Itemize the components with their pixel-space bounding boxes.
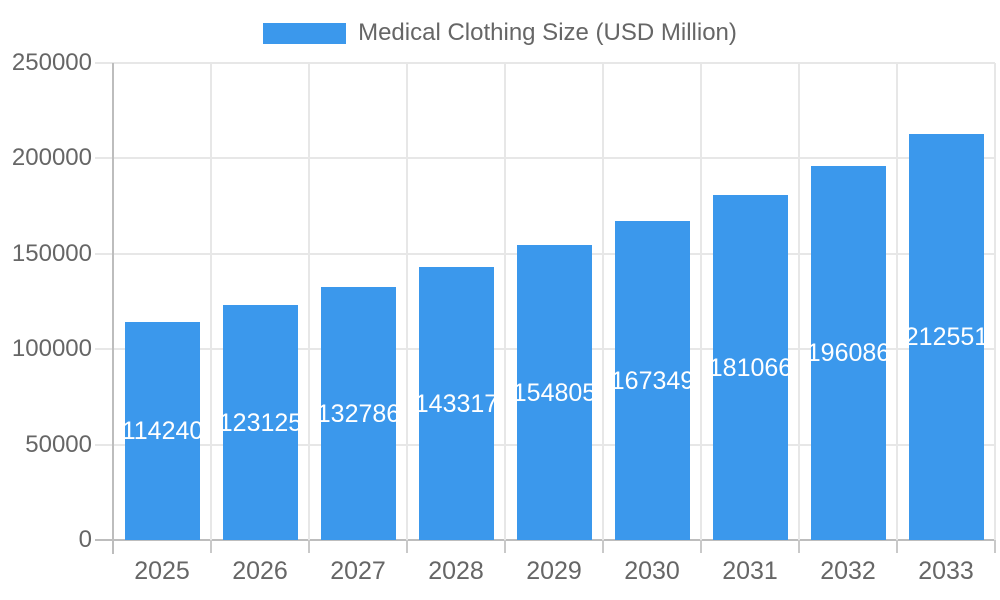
bar-value-label: 167349: [615, 366, 690, 395]
bar-value-label: 212551: [909, 323, 984, 351]
x-axis-tick-label: 2025: [134, 557, 190, 585]
bar-value-label: 132786: [321, 399, 396, 428]
y-axis-tick-label: 150000: [11, 240, 92, 267]
x-tick: [406, 540, 408, 553]
x-tick: [700, 540, 702, 553]
x-tick: [798, 540, 800, 553]
y-tick: [95, 348, 113, 350]
x-gridline: [798, 63, 800, 540]
x-axis-tick-label: 2032: [820, 557, 876, 585]
bar-value-label: 196086: [811, 339, 886, 367]
bar-2031[interactable]: 181066: [713, 195, 788, 540]
x-tick: [504, 540, 506, 553]
y-axis-tick-label: 50000: [25, 431, 92, 458]
bar-2029[interactable]: 154805: [517, 245, 592, 540]
bar-2027[interactable]: 132786: [321, 287, 396, 540]
legend-label: Medical Clothing Size (USD Million): [358, 19, 737, 46]
x-gridline: [602, 63, 604, 540]
y-tick: [95, 444, 113, 446]
y-tick: [95, 253, 113, 255]
bar-2026[interactable]: 123125: [223, 305, 298, 540]
bar-value-label: 181066: [713, 353, 788, 382]
bar-value-label: 123125: [223, 408, 298, 437]
x-axis-tick-label: 2027: [330, 557, 386, 585]
x-tick: [994, 540, 996, 553]
y-tick: [95, 157, 113, 159]
x-gridline: [896, 63, 898, 540]
x-tick: [210, 540, 212, 553]
x-gridline: [994, 63, 996, 540]
x-axis-tick-label: 2029: [526, 557, 582, 585]
bar-2030[interactable]: 167349: [615, 221, 690, 540]
x-axis-tick-label: 2030: [624, 557, 680, 585]
bar-2025[interactable]: 114240: [125, 322, 200, 540]
y-axis-line: [112, 63, 114, 554]
x-gridline: [210, 63, 212, 540]
bar-value-label: 143317: [419, 389, 494, 418]
y-axis-tick-label: 0: [78, 526, 92, 553]
y-axis-tick-label: 200000: [11, 144, 92, 171]
bar-value-label: 114240: [125, 417, 200, 445]
x-axis-tick-label: 2033: [918, 557, 974, 585]
y-gridline: [113, 62, 995, 64]
bar-2032[interactable]: 196086: [811, 166, 886, 540]
x-gridline: [504, 63, 506, 540]
x-axis-tick-label: 2026: [232, 557, 288, 585]
x-tick: [308, 540, 310, 553]
y-axis-tick-label: 250000: [11, 49, 92, 76]
y-tick: [95, 62, 113, 64]
x-gridline: [700, 63, 702, 540]
x-axis-tick-label: 2031: [722, 557, 778, 585]
x-gridline: [308, 63, 310, 540]
x-gridline: [406, 63, 408, 540]
legend[interactable]: Medical Clothing Size (USD Million): [0, 20, 1000, 46]
legend-swatch: [263, 22, 347, 44]
x-tick: [896, 540, 898, 553]
y-axis-tick-label: 100000: [11, 335, 92, 362]
x-axis-tick-label: 2028: [428, 557, 484, 585]
x-tick: [602, 540, 604, 553]
bar-value-label: 154805: [517, 378, 592, 407]
bar-2028[interactable]: 143317: [419, 267, 494, 540]
bar-2033[interactable]: 212551: [909, 134, 984, 540]
y-gridline: [113, 157, 995, 159]
